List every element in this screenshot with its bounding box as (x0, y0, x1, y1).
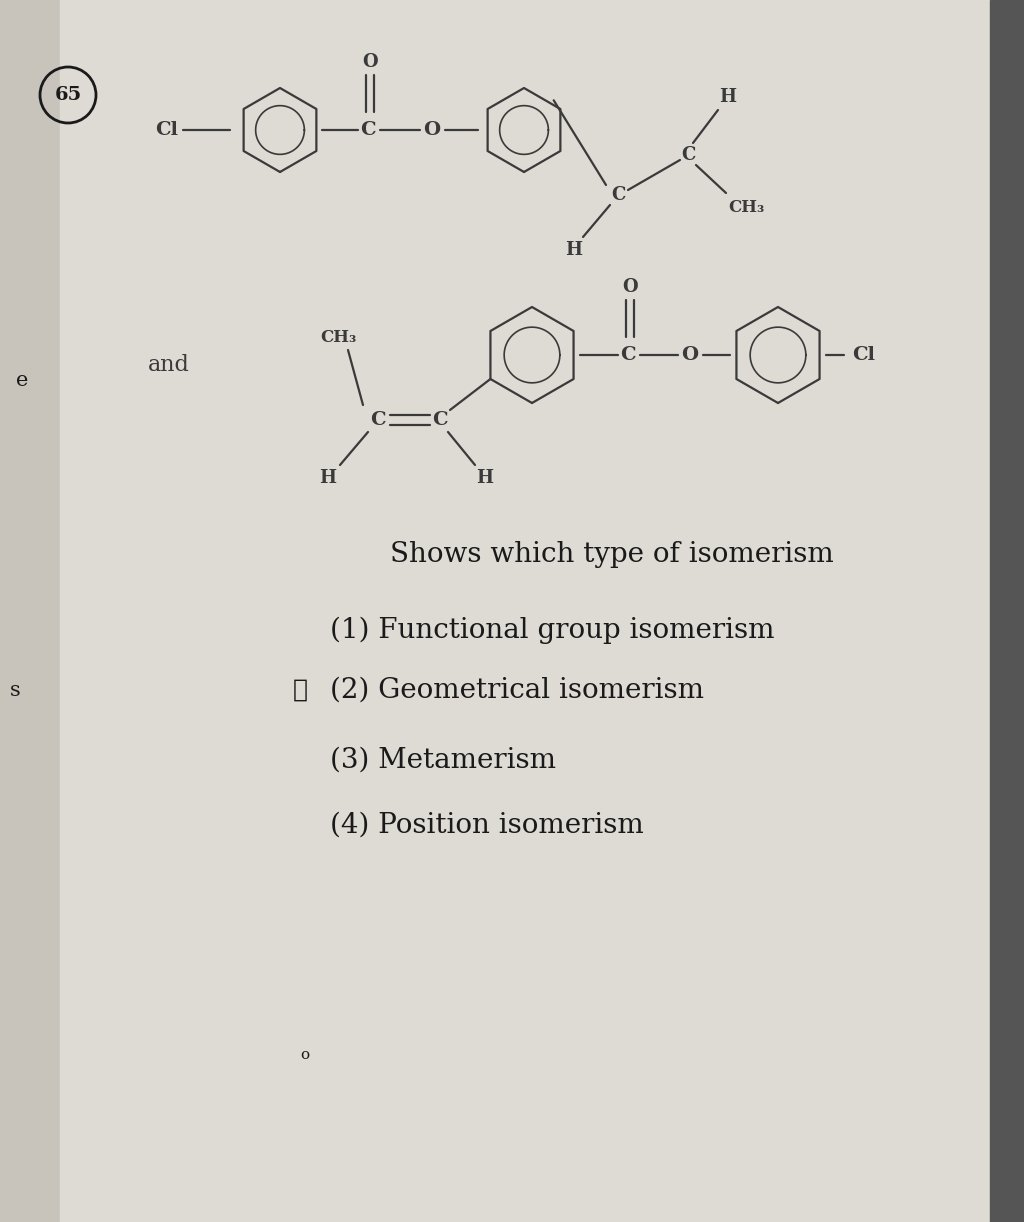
Text: O: O (623, 277, 638, 296)
Text: Cl: Cl (853, 346, 876, 364)
Text: C: C (621, 346, 636, 364)
Text: H: H (565, 241, 583, 259)
Text: C: C (681, 145, 695, 164)
Text: C: C (360, 121, 376, 139)
Text: H: H (720, 88, 736, 106)
Text: Shows which type of isomerism: Shows which type of isomerism (390, 541, 834, 568)
Text: C: C (610, 186, 626, 204)
Text: ✓: ✓ (293, 678, 307, 701)
Text: (4) Position isomerism: (4) Position isomerism (330, 811, 644, 838)
Text: e: e (15, 370, 29, 390)
Text: s: s (9, 681, 20, 699)
Bar (990, 0, 1024, 1222)
Text: and: and (148, 354, 189, 376)
Text: 65: 65 (54, 86, 82, 104)
Text: o: o (300, 1048, 309, 1062)
Text: H: H (476, 469, 494, 488)
Text: O: O (424, 121, 440, 139)
Text: H: H (319, 469, 337, 488)
Text: Cl: Cl (155, 121, 178, 139)
Text: C: C (371, 411, 386, 429)
Text: O: O (681, 346, 698, 364)
Text: CH₃: CH₃ (319, 329, 356, 346)
Text: O: O (362, 53, 378, 71)
Text: (3) Metamerism: (3) Metamerism (330, 747, 556, 774)
Text: (2) Geometrical isomerism: (2) Geometrical isomerism (330, 677, 705, 704)
Text: CH₃: CH₃ (728, 198, 764, 215)
Text: (1) Functional group isomerism: (1) Functional group isomerism (330, 616, 774, 644)
Text: C: C (432, 411, 447, 429)
